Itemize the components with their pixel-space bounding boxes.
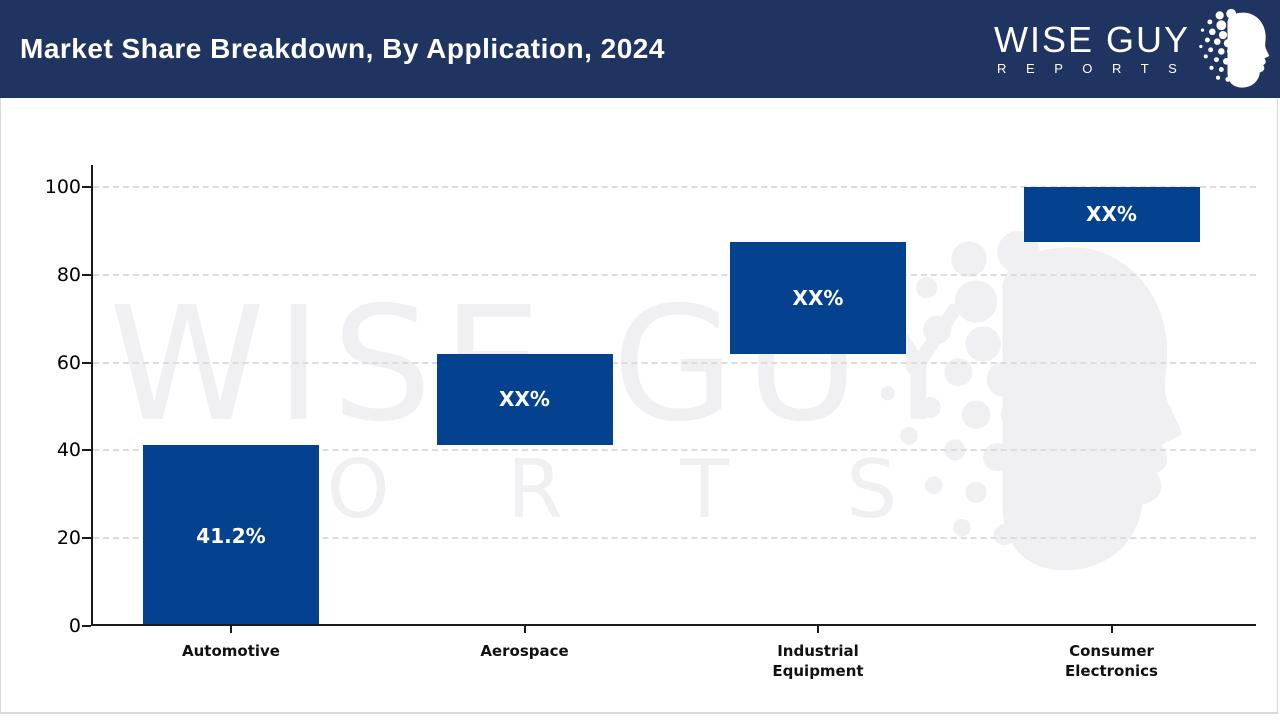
wiseguy-logo: WISE GUY R E P O R T S [994,8,1270,90]
grid-line-60 [93,361,1256,364]
y-tick-label-100: 100 [44,176,81,198]
bar-aerospace: XX% [436,353,613,446]
grid-line-20 [93,537,1256,540]
x-axis-line [91,624,1256,626]
bar-value-label-industrial-equipment: XX% [792,285,844,310]
y-tick-mark-0 [82,625,91,627]
x-axis-label-consumer-electronics: Consumer Electronics [1065,642,1158,680]
x-tick-mark-consumer-electronics [1110,626,1113,633]
plot-area: 0 20 40 60 80 100 41.2% Automotive XX% Aerospace X… [45,165,1256,680]
page-title: Market Share Breakdown, By Application, … [20,33,665,64]
grid-line-80 [93,273,1256,276]
bar-value-label-aerospace: XX% [499,387,550,412]
y-tick-label-40: 40 [56,439,81,462]
grid-line-100 [93,186,1256,188]
x-axis-label-industrial-equipment: Industrial Equipment [772,642,864,680]
y-tick-mark-20 [82,537,91,540]
x-tick-mark-industrial-equipment [817,626,819,633]
bar-automotive: 41.2% [143,445,319,626]
y-tick-label-80: 80 [56,263,81,286]
watermark-head-icon [880,230,1181,571]
bar-value-label-automotive: 41.2% [196,523,266,548]
logo-wordmark-line1: WISE GUY [993,19,1190,60]
y-tick-label-20: 20 [56,527,81,550]
y-tick-mark-80 [82,273,91,276]
y-axis-line [91,165,93,626]
x-axis-label-aerospace: Aerospace [480,642,569,660]
logo-wordmark: WISE GUY R E P O R T S [994,21,1190,77]
y-tick-mark-60 [82,361,91,364]
bar-consumer-electronics: XX% [1023,187,1200,242]
header: Market Share Breakdown, By Application, … [0,0,1280,98]
logo-head-icon [1199,8,1270,88]
x-axis-label-automotive: Automotive [182,642,280,660]
logo-wordmark-line2: R E P O R T S [996,61,1185,76]
x-tick-mark-automotive [230,626,232,633]
bar-industrial-equipment: XX% [730,241,906,354]
grid-line-40 [93,449,1256,452]
bar-value-label-consumer-electronics: XX% [1086,202,1137,227]
y-tick-mark-40 [82,449,91,452]
x-tick-mark-aerospace [523,626,526,633]
chart-area: WISE GUY P O R T S 0 20 40 60 80 100 41.2% Auto… [0,98,1278,714]
y-tick-label-60: 60 [56,351,81,374]
y-tick-label-0: 0 [68,615,81,637]
y-tick-mark-100 [82,186,91,188]
